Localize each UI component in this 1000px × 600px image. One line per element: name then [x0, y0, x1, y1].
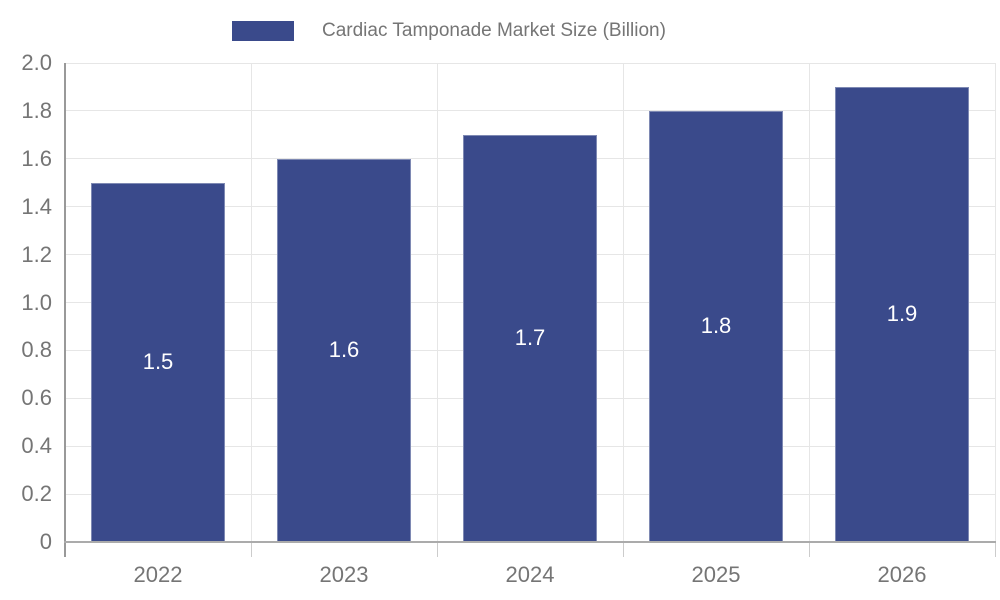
legend-swatch — [232, 21, 294, 41]
x-axis-tick-label: 2022 — [133, 562, 183, 587]
gridline-vertical — [808, 63, 810, 542]
y-axis-tick-label: 0.8 — [21, 337, 52, 363]
legend[interactable]: Cardiac Tamponade Market Size (Billion) — [232, 20, 666, 42]
y-axis-tick-label: 0.4 — [21, 433, 52, 459]
bar: 1.6 — [277, 158, 411, 542]
y-axis-tick-label: 1.2 — [21, 241, 52, 267]
gridline-horizontal — [65, 62, 995, 64]
y-axis-line — [64, 63, 66, 557]
y-axis-tick-label: 0.2 — [21, 481, 52, 507]
y-axis-tick-label: 1.6 — [21, 145, 52, 171]
x-axis-tick — [994, 542, 996, 557]
y-axis-tick-label: 1.0 — [21, 289, 52, 315]
bar-value-label: 1.5 — [142, 349, 174, 375]
bar-value-label: 1.8 — [700, 313, 732, 339]
legend-label: Cardiac Tamponade Market Size (Billion) — [322, 20, 666, 41]
x-axis-line — [64, 541, 996, 543]
y-axis-tick-label: 0.6 — [21, 385, 52, 411]
bar: 1.5 — [91, 182, 225, 542]
gridline-vertical — [436, 63, 438, 542]
x-axis-tick — [808, 542, 810, 557]
y-axis-tick-label: 1.4 — [21, 193, 52, 219]
gridline-vertical — [250, 63, 252, 542]
gridline-horizontal — [65, 110, 995, 112]
x-axis-tick-label: 2025 — [691, 562, 741, 587]
bar: 1.7 — [463, 134, 597, 542]
bar-value-label: 1.7 — [514, 325, 546, 351]
y-axis-tick-label: 0 — [39, 529, 52, 554]
bar-value-label: 1.9 — [886, 301, 918, 327]
bar: 1.9 — [835, 86, 969, 542]
x-axis-tick-label: 2026 — [877, 562, 927, 587]
x-axis-tick — [622, 542, 624, 557]
gridline-vertical — [994, 63, 996, 542]
x-axis-tick-label: 2024 — [505, 562, 555, 587]
y-axis-tick-label: 2.0 — [21, 50, 52, 75]
bar: 1.8 — [649, 110, 783, 542]
bar-value-label: 1.6 — [328, 337, 360, 363]
gridline-vertical — [622, 63, 624, 542]
x-axis-tick — [250, 542, 252, 557]
x-axis-tick — [436, 542, 438, 557]
x-axis-tick-label: 2023 — [319, 562, 369, 587]
y-axis-tick-label: 1.8 — [21, 97, 52, 123]
